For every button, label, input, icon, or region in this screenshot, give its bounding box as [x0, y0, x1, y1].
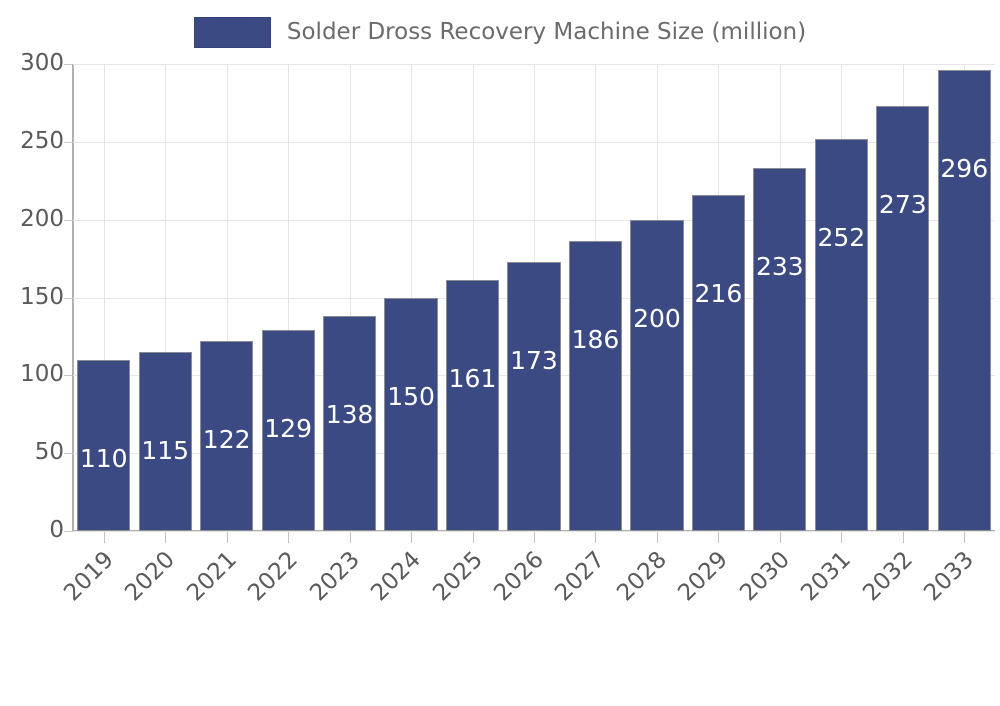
bar-value-label: 186 [571, 325, 620, 355]
y-axis-tick-mark [64, 375, 73, 377]
bar-value-label: 110 [79, 443, 128, 473]
bar-value-label: 296 [940, 154, 989, 184]
x-axis-tick-mark [657, 532, 658, 543]
bar-value-label: 216 [694, 278, 743, 308]
bar[interactable]: 173 [507, 261, 561, 531]
y-axis-tick-mark [64, 64, 73, 65]
x-axis-tick-mark [165, 532, 166, 543]
legend-label: Solder Dross Recovery Machine Size (mill… [286, 18, 807, 45]
bar[interactable]: 115 [138, 351, 192, 531]
x-axis-tick-mark [350, 532, 351, 543]
bar[interactable]: 273 [876, 106, 930, 531]
vertical-gridline [350, 64, 351, 531]
y-axis-tick-label: 0 [49, 517, 64, 543]
y-axis-tick-label: 250 [20, 127, 64, 154]
y-axis-tick-mark [64, 141, 73, 143]
bar-value-label: 161 [448, 364, 497, 394]
x-axis-tick-mark [288, 532, 289, 543]
bar[interactable]: 216 [691, 194, 745, 531]
vertical-gridline [288, 64, 289, 531]
x-axis-tick-mark [473, 532, 474, 543]
y-axis-tick-mark [64, 297, 73, 299]
bar[interactable]: 252 [814, 138, 868, 531]
bar[interactable]: 122 [200, 341, 254, 531]
x-axis-tick-mark [964, 532, 965, 543]
bar[interactable]: 200 [630, 219, 684, 531]
x-axis-tick-mark [780, 532, 781, 543]
y-axis-tick-label: 100 [20, 361, 64, 388]
bar[interactable]: 161 [445, 280, 500, 531]
x-axis-tick-mark [718, 532, 719, 543]
bar[interactable]: 296 [937, 70, 991, 531]
x-axis-tick-mark [841, 532, 842, 543]
y-axis-tick-label: 50 [34, 439, 64, 466]
y-axis-tick-mark [64, 453, 73, 455]
bar-chart: Solder Dross Recovery Machine Size (mill… [0, 0, 1000, 607]
bar[interactable]: 150 [384, 297, 438, 531]
x-axis-tick-mark [411, 532, 412, 543]
y-axis-tick-mark [64, 219, 73, 221]
bar-value-label: 200 [633, 303, 681, 333]
bar-value-label: 233 [756, 252, 804, 282]
vertical-gridline [227, 64, 228, 531]
horizontal-gridline [73, 531, 995, 532]
y-axis-tick-labels: 0 50 100 150 200 250 300 [0, 0, 73, 600]
bar-value-label: 150 [387, 381, 435, 411]
bar-value-label: 122 [202, 425, 251, 455]
bar-value-label: 129 [264, 414, 312, 444]
bar[interactable]: 233 [753, 168, 807, 531]
bar[interactable]: 138 [323, 316, 377, 531]
bar-value-label: 138 [325, 400, 374, 430]
bar-value-label: 173 [510, 345, 558, 375]
x-axis-tick-mark [595, 532, 596, 543]
bar-value-label: 115 [141, 435, 190, 465]
x-axis-tick-mark [903, 532, 904, 543]
y-axis-tick-label: 200 [20, 205, 64, 232]
vertical-gridline [104, 64, 105, 531]
bar[interactable]: 129 [261, 330, 315, 531]
plot-area: 110 115 122 129 138 150 161 173 186 200 216 233 252 2… [73, 64, 995, 532]
x-axis-tick-mark [534, 532, 535, 543]
chart-legend: Solder Dross Recovery Machine Size (mill… [0, 8, 1000, 56]
x-axis-tick-mark [227, 532, 228, 543]
bar-value-label: 252 [817, 222, 866, 252]
vertical-gridline [165, 64, 166, 531]
y-axis-tick-mark [64, 531, 73, 532]
legend-color-swatch [193, 16, 271, 48]
x-axis-tick-mark [104, 532, 105, 543]
bar[interactable]: 186 [568, 241, 623, 531]
bar-value-label: 273 [878, 190, 927, 220]
bar[interactable]: 110 [77, 359, 131, 531]
y-axis-tick-label: 300 [20, 50, 64, 76]
y-axis-tick-label: 150 [20, 283, 64, 310]
